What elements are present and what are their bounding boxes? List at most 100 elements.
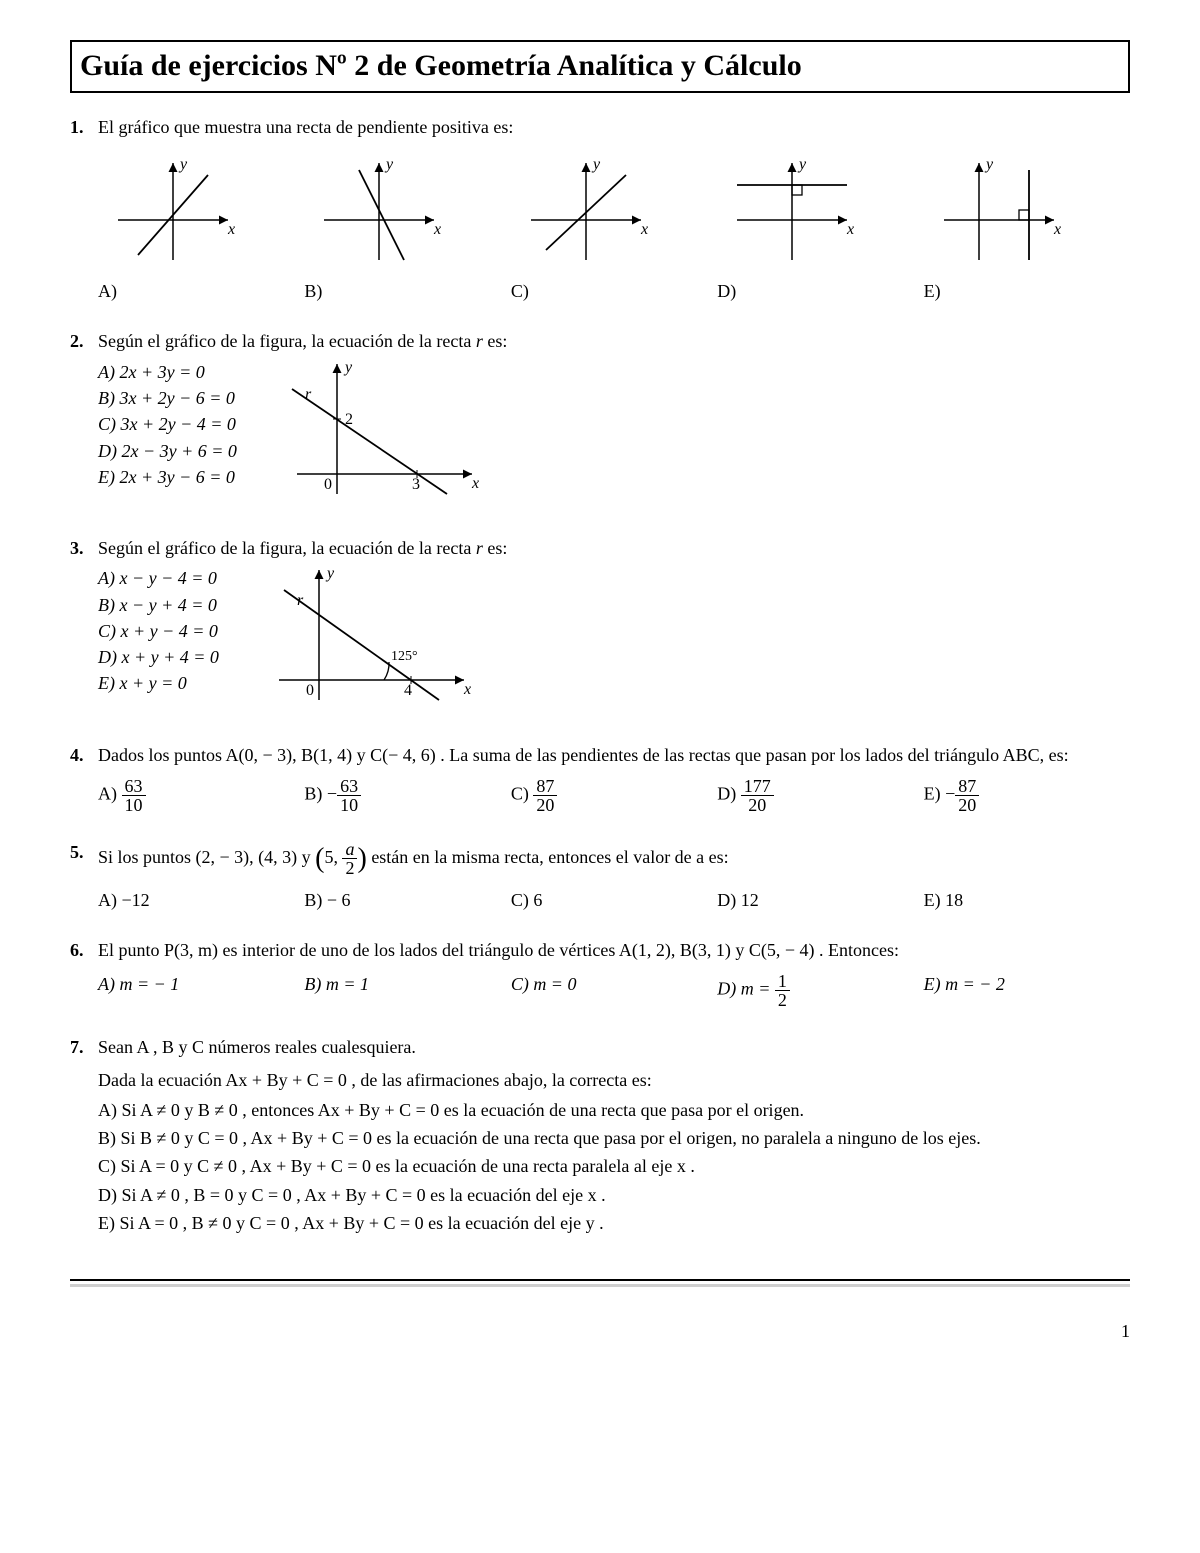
q4-num: 4. (70, 743, 98, 767)
q5-text: Si los puntos (2, − 3), (4, 3) y (5, a2)… (98, 840, 1130, 878)
q4-opt-c-top: 87 (533, 777, 557, 796)
q1-num: 1. (70, 115, 98, 139)
q1-graph-c: yx (511, 155, 661, 265)
q1-opt-b-label: B) (304, 279, 510, 303)
q3-text: Según el gráfico de la figura, la ecuaci… (98, 536, 1130, 560)
q1-opt-c-label: C) (511, 279, 717, 303)
q2-text-r: r (476, 331, 483, 351)
q5-frac-top: a (342, 840, 357, 859)
q5-options: A) −12 B) − 6 C) 6 D) 12 E) 18 (98, 888, 1130, 912)
page-footer: 1 (70, 1279, 1130, 1343)
svg-text:x: x (846, 221, 854, 238)
q7-text-b: Dada la ecuación Ax + By + C = 0 , de la… (98, 1068, 1130, 1092)
q1-graph-d: yx (717, 155, 867, 265)
q1-opt-d-label: D) (717, 279, 923, 303)
q7-opt-b: B) Si B ≠ 0 y C = 0 , Ax + By + C = 0 es… (98, 1126, 1130, 1150)
question-6: 6. El punto P(3, m) es interior de uno d… (70, 938, 1130, 1009)
question-7: 7. Sean A , B y C números reales cualesq… (70, 1035, 1130, 1239)
q6-opt-b-text: B) m = 1 (304, 974, 369, 994)
q4-opt-e-bot: 20 (955, 796, 979, 814)
svg-text:x: x (1053, 221, 1061, 238)
q2-opt-b-text: B) 3x + 2y − 6 = 0 (98, 388, 235, 408)
question-2: 2. Según el gráfico de la figura, la ecu… (70, 329, 1130, 510)
q3-options: A) x − y − 4 = 0 B) x − y + 4 = 0 C) x +… (98, 564, 219, 697)
q6-opt-c: C) m = 0 (511, 972, 717, 1009)
svg-text:y: y (325, 565, 335, 582)
q4-opt-e: E) −8720 (924, 777, 1130, 814)
axis-x-label: x (227, 221, 235, 238)
q2-opt-e: E) 2x + 3y − 6 = 0 (98, 465, 237, 489)
q4-opt-a-label: A) (98, 784, 122, 804)
q3-text-r: r (476, 538, 483, 558)
q4-opt-b: B) −6310 (304, 777, 510, 814)
svg-text:y: y (343, 359, 353, 376)
q4-opt-b-label: B) (304, 784, 327, 804)
svg-text:r: r (305, 386, 312, 403)
q6-opt-e: E) m = − 2 (924, 972, 1130, 1009)
q5-opt-a: A) −12 (98, 888, 304, 912)
q4-opt-e-sign: − (945, 784, 955, 804)
q4-opt-c: C) 8720 (511, 777, 717, 814)
q5-opt-b: B) − 6 (304, 888, 510, 912)
q3-text-before: Según el gráfico de la figura, la ecuaci… (98, 538, 476, 558)
q1-opt-b: yx B) (304, 155, 510, 304)
q6-opt-a: A) m = − 1 (98, 972, 304, 1009)
svg-text:r: r (297, 592, 304, 609)
q6-opt-b: B) m = 1 (304, 972, 510, 1009)
q2-opt-d: D) 2x − 3y + 6 = 0 (98, 439, 237, 463)
q2-text-after: es: (483, 331, 508, 351)
q2-opt-c-text: C) 3x + 2y − 4 = 0 (98, 414, 236, 434)
q7-opt-c: C) Si A = 0 y C ≠ 0 , Ax + By + C = 0 es… (98, 1154, 1130, 1178)
q7-opt-e: E) Si A = 0 , B ≠ 0 y C = 0 , Ax + By + … (98, 1211, 1130, 1235)
q7-opt-d: D) Si A ≠ 0 , B = 0 y C = 0 , Ax + By + … (98, 1183, 1130, 1207)
q3-opt-b: B) x − y + 4 = 0 (98, 593, 219, 617)
q3-opt-a: A) x − y − 4 = 0 (98, 566, 219, 590)
q6-opt-a-text: A) m = − 1 (98, 974, 179, 994)
q3-text-after: es: (483, 538, 508, 558)
page-number: 1 (70, 1319, 1130, 1343)
q6-opt-d-top: 1 (775, 972, 790, 991)
q7-opt-a: A) Si A ≠ 0 y B ≠ 0 , entonces Ax + By +… (98, 1098, 1130, 1122)
svg-text:x: x (463, 681, 471, 698)
q4-opt-a-bot: 10 (122, 796, 146, 814)
q5-text-b: están en la misma recta, entonces el val… (371, 847, 728, 867)
q3-opt-c: C) x + y − 4 = 0 (98, 619, 219, 643)
q6-text: El punto P(3, m) es interior de uno de l… (98, 938, 1130, 962)
svg-text:x: x (433, 221, 441, 238)
q6-opt-d: D) m = 12 (717, 972, 923, 1009)
q4-opt-a: A) 6310 (98, 777, 304, 814)
q1-opt-d: yx D) (717, 155, 923, 304)
q3-graph: y x r 125° 4 0 (249, 560, 489, 710)
q2-num: 2. (70, 329, 98, 353)
q5-paren-inner: 5, (324, 847, 342, 867)
q3-opt-e-text: E) x + y = 0 (98, 673, 187, 693)
svg-text:0: 0 (324, 476, 332, 493)
q4-opt-b-bot: 10 (337, 796, 361, 814)
svg-text:y: y (797, 156, 807, 173)
q2-opt-c: C) 3x + 2y − 4 = 0 (98, 412, 237, 436)
q5-frac-bot: 2 (342, 859, 357, 877)
q1-opt-a-label: A) (98, 279, 304, 303)
svg-text:x: x (471, 475, 479, 492)
axis-y-label: y (178, 156, 188, 173)
svg-text:x: x (640, 221, 648, 238)
q3-opt-e: E) x + y = 0 (98, 671, 219, 695)
q4-opt-d-bot: 20 (741, 796, 774, 814)
q1-graph-e: yx (924, 155, 1074, 265)
q2-text-before: Según el gráfico de la figura, la ecuaci… (98, 331, 476, 351)
q5-opt-e: E) 18 (924, 888, 1130, 912)
q4-opt-d: D) 17720 (717, 777, 923, 814)
q6-num: 6. (70, 938, 98, 962)
q2-text: Según el gráfico de la figura, la ecuaci… (98, 329, 1130, 353)
q3-opt-a-text: A) x − y − 4 = 0 (98, 568, 217, 588)
svg-text:0: 0 (306, 682, 314, 699)
question-4: 4. Dados los puntos A(0, − 3), B(1, 4) y… (70, 743, 1130, 814)
q3-opt-d-text: D) x + y + 4 = 0 (98, 647, 219, 667)
q5-opt-c: C) 6 (511, 888, 717, 912)
q5-text-a: Si los puntos (2, − 3), (4, 3) y (98, 847, 315, 867)
question-3: 3. Según el gráfico de la figura, la ecu… (70, 536, 1130, 717)
q1-opt-c: yx C) (511, 155, 717, 304)
q4-opt-a-top: 63 (122, 777, 146, 796)
page-title: Guía de ejercicios Nº 2 de Geometría Ana… (70, 40, 1130, 93)
q4-opt-b-top: 63 (337, 777, 361, 796)
